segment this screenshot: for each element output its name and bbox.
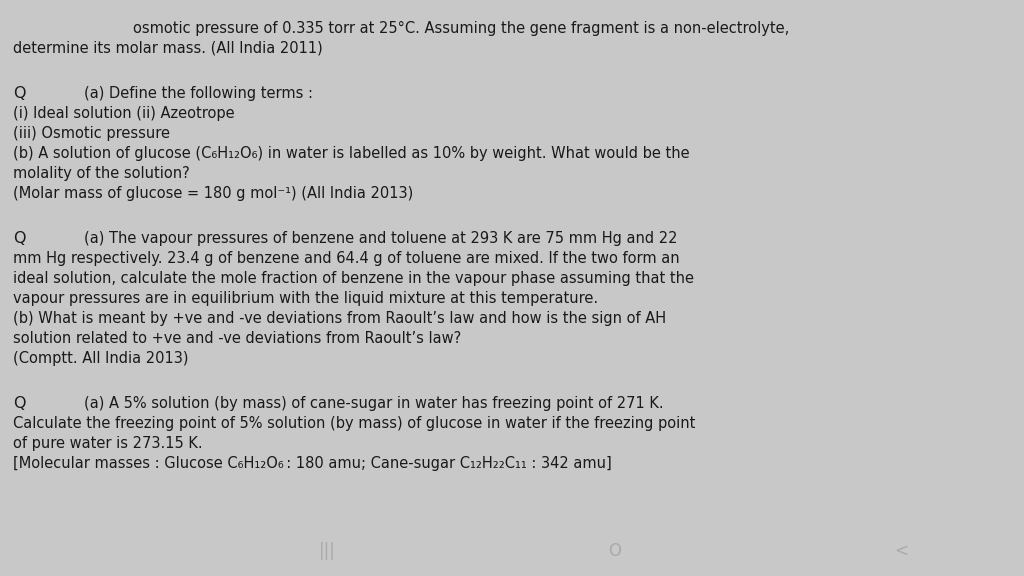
Text: Calculate the freezing point of 5% solution (by mass) of glucose in water if the: Calculate the freezing point of 5% solut… (13, 416, 695, 431)
Text: determine its molar mass. (All India 2011): determine its molar mass. (All India 201… (13, 41, 323, 56)
Text: (a) Define the following terms :: (a) Define the following terms : (84, 86, 313, 101)
Text: (Comptt. All India 2013): (Comptt. All India 2013) (13, 351, 188, 366)
Text: [Molecular masses : Glucose C₆H₁₂O₆ : 180 amu; Cane-sugar C₁₂H₂₂C₁₁ : 342 amu]: [Molecular masses : Glucose C₆H₁₂O₆ : 18… (13, 456, 612, 471)
Text: (Molar mass of glucose = 180 g mol⁻¹) (All India 2013): (Molar mass of glucose = 180 g mol⁻¹) (A… (13, 186, 414, 201)
Text: vapour pressures are in equilibrium with the liquid mixture at this temperature.: vapour pressures are in equilibrium with… (13, 291, 598, 306)
Text: O: O (608, 541, 621, 560)
Text: (iii) Osmotic pressure: (iii) Osmotic pressure (13, 126, 170, 141)
Text: molality of the solution?: molality of the solution? (13, 166, 190, 181)
Text: |||: ||| (319, 541, 336, 560)
Text: ideal solution, calculate the mole fraction of benzene in the vapour phase assum: ideal solution, calculate the mole fract… (13, 271, 694, 286)
Text: <: < (894, 541, 908, 560)
Text: Q: Q (13, 396, 26, 411)
Text: of pure water is 273.15 K.: of pure water is 273.15 K. (13, 436, 203, 451)
Text: (b) What is meant by +ve and -ve deviations from Raoult’s law and how is the sig: (b) What is meant by +ve and -ve deviati… (13, 311, 667, 326)
Text: Q: Q (13, 231, 26, 246)
Text: mm Hg respectively. 23.4 g of benzene and 64.4 g of toluene are mixed. If the tw: mm Hg respectively. 23.4 g of benzene an… (13, 251, 680, 266)
Text: (i) Ideal solution (ii) Azeotrope: (i) Ideal solution (ii) Azeotrope (13, 106, 234, 121)
Text: (a) The vapour pressures of benzene and toluene at 293 K are 75 mm Hg and 22: (a) The vapour pressures of benzene and … (84, 231, 678, 246)
Text: (b) A solution of glucose (C₆H₁₂O₆) in water is labelled as 10% by weight. What : (b) A solution of glucose (C₆H₁₂O₆) in w… (13, 146, 690, 161)
Text: solution related to +ve and -ve deviations from Raoult’s law?: solution related to +ve and -ve deviatio… (13, 331, 462, 346)
Text: Q: Q (13, 86, 26, 101)
Text: (a) A 5% solution (by mass) of cane-sugar in water has freezing point of 271 K.: (a) A 5% solution (by mass) of cane-suga… (84, 396, 664, 411)
Text: osmotic pressure of 0.335 torr at 25°C. Assuming the gene fragment is a non-elec: osmotic pressure of 0.335 torr at 25°C. … (133, 21, 790, 36)
